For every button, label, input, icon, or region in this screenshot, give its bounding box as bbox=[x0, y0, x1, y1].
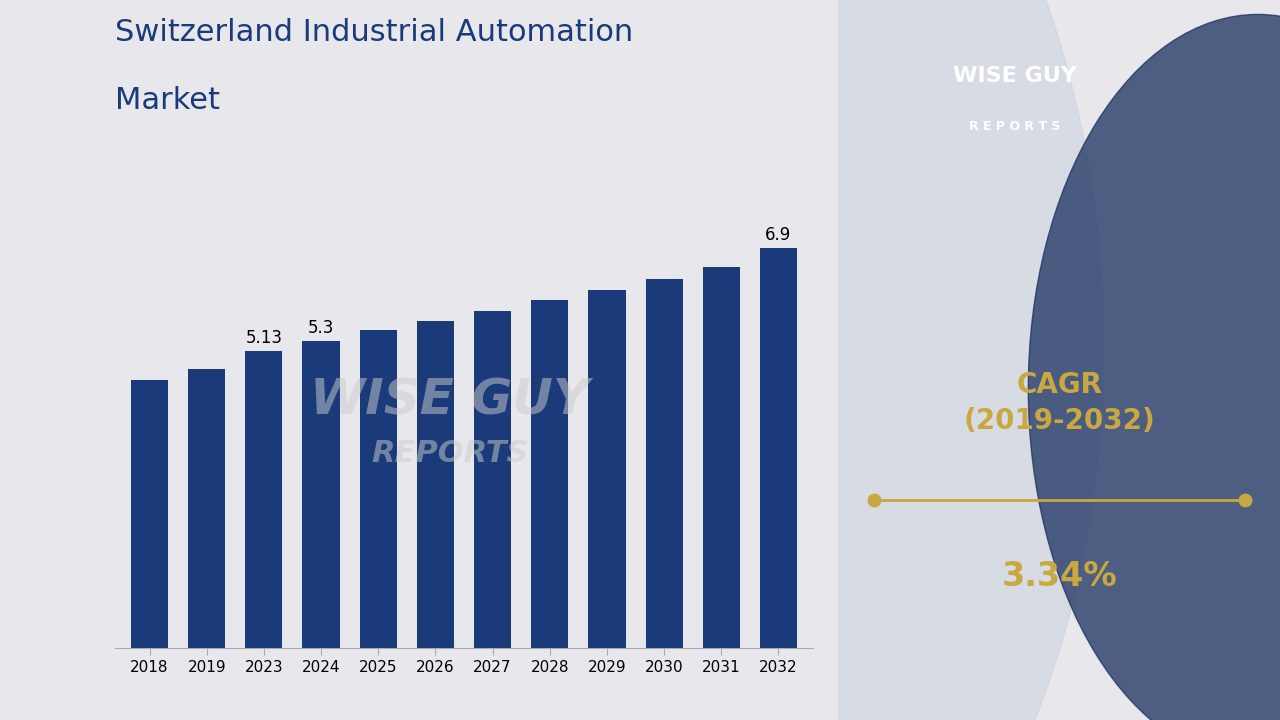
Text: WISE GUY: WISE GUY bbox=[954, 66, 1076, 86]
Text: 3.34%: 3.34% bbox=[1001, 559, 1117, 593]
Bar bbox=[760, 248, 797, 648]
Text: CAGR
(2019-2032): CAGR (2019-2032) bbox=[964, 372, 1155, 435]
Bar bbox=[188, 369, 225, 648]
Circle shape bbox=[1028, 14, 1280, 720]
Text: Switzerland Industrial Automation: Switzerland Industrial Automation bbox=[115, 18, 634, 47]
Text: WISE GUY: WISE GUY bbox=[311, 377, 590, 425]
Bar bbox=[645, 279, 682, 648]
Text: Market: Market bbox=[115, 86, 220, 115]
Text: REPORTS: REPORTS bbox=[371, 438, 529, 468]
Bar bbox=[417, 320, 454, 648]
Text: 6.9: 6.9 bbox=[765, 226, 791, 244]
Text: 5.3: 5.3 bbox=[308, 319, 334, 337]
Bar bbox=[302, 341, 339, 648]
Bar bbox=[131, 380, 168, 648]
Text: 5.13: 5.13 bbox=[246, 328, 283, 346]
Bar bbox=[531, 300, 568, 648]
Circle shape bbox=[265, 0, 1103, 720]
Text: R E P O R T S: R E P O R T S bbox=[969, 120, 1061, 132]
Bar bbox=[360, 330, 397, 648]
Bar bbox=[474, 311, 511, 648]
Bar bbox=[589, 290, 626, 648]
Bar bbox=[246, 351, 283, 648]
Bar bbox=[703, 266, 740, 648]
